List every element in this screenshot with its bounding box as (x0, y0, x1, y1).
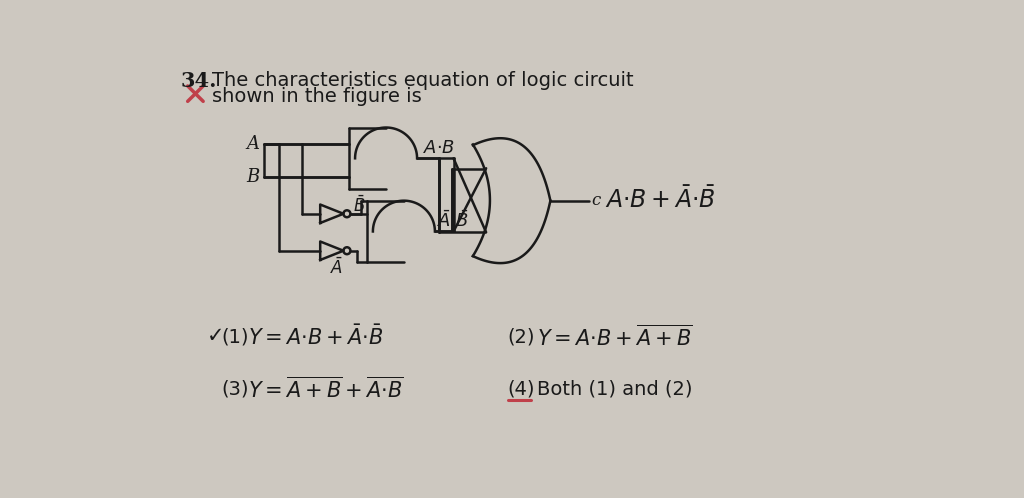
Text: $Y = \overline{A+B} + \overline{A{\cdot}B}$: $Y = \overline{A+B} + \overline{A{\cdot}… (248, 376, 403, 402)
Text: B: B (247, 168, 260, 186)
Text: (1): (1) (221, 328, 249, 347)
Text: (2): (2) (508, 328, 536, 347)
Text: $A{\cdot}B$: $A{\cdot}B$ (423, 138, 456, 156)
Text: $\bar{A}{\cdot}\bar{B}$: $\bar{A}{\cdot}\bar{B}$ (437, 210, 469, 231)
Text: (3): (3) (221, 380, 249, 399)
Text: $A{\cdot}B + \bar{A}{\cdot}\bar{B}$: $A{\cdot}B + \bar{A}{\cdot}\bar{B}$ (604, 186, 715, 213)
Text: The characteristics equation of logic circuit: The characteristics equation of logic ci… (212, 71, 633, 90)
Text: $Y = A{\cdot}B + \overline{A+B}$: $Y = A{\cdot}B + \overline{A+B}$ (538, 324, 692, 350)
Text: shown in the figure is: shown in the figure is (212, 88, 422, 107)
Text: $Y = A{\cdot}B + \bar{A}{\cdot}\bar{B}$: $Y = A{\cdot}B + \bar{A}{\cdot}\bar{B}$ (248, 325, 383, 349)
Text: A: A (247, 135, 260, 153)
Text: $\bar{A}$: $\bar{A}$ (330, 257, 343, 278)
Text: $\checkmark$: $\checkmark$ (206, 324, 221, 344)
Text: 34.: 34. (180, 71, 217, 91)
Text: c: c (592, 192, 601, 209)
Text: Both (1) and (2): Both (1) and (2) (538, 380, 692, 399)
Text: (4): (4) (508, 380, 536, 399)
Text: $\bar{B}$: $\bar{B}$ (352, 196, 366, 216)
